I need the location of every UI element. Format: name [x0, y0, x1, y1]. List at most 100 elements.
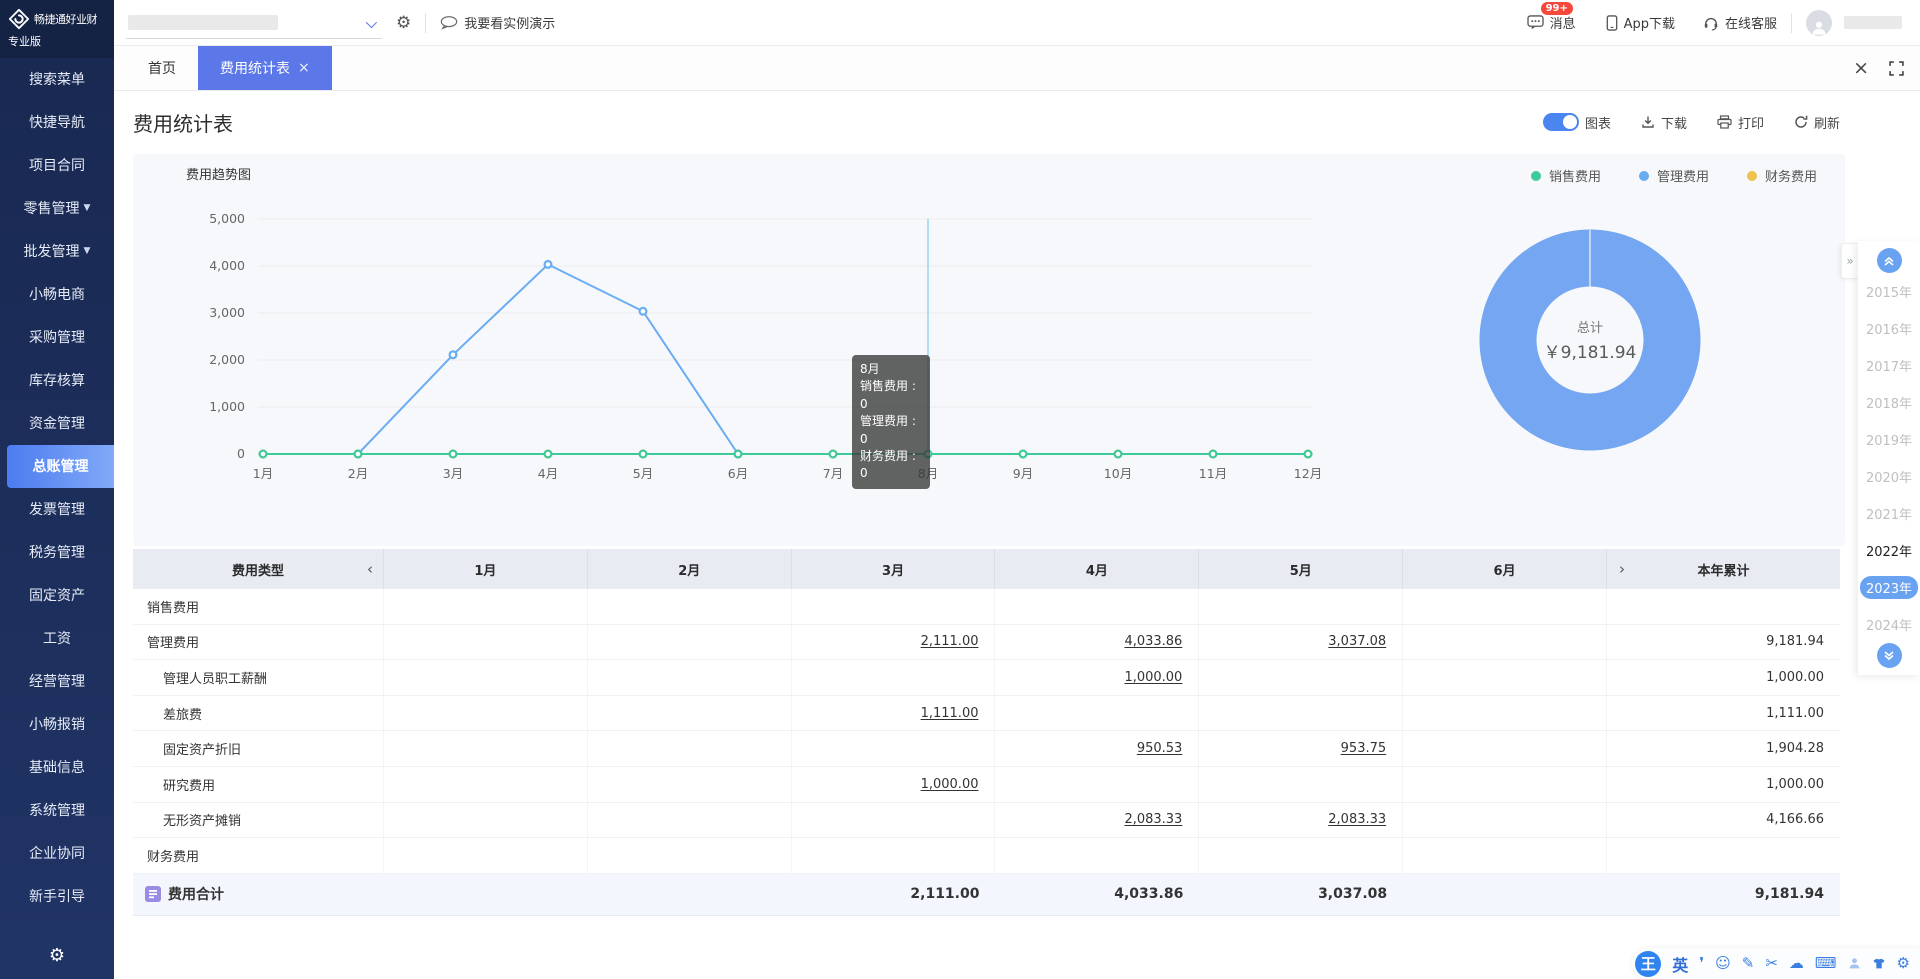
sidebar-item-固定资产[interactable]: 固定资产: [0, 573, 114, 616]
sidebar-item-发票管理[interactable]: 发票管理: [0, 488, 114, 531]
company-select[interactable]: [126, 7, 382, 39]
header-label: 1月: [474, 563, 497, 579]
sidebar-item-经营管理[interactable]: 经营管理: [0, 659, 114, 702]
chart-legend: 销售费用 管理费用 财务费用: [1530, 166, 1817, 185]
svg-text:8月: 8月: [918, 466, 938, 481]
header-label: 费用类型: [231, 563, 284, 579]
print-button[interactable]: 打印: [1717, 113, 1764, 132]
refresh-button[interactable]: 刷新: [1794, 113, 1840, 132]
next-months-chevron-icon[interactable]: ›: [1618, 560, 1625, 578]
chart-toggle-switch[interactable]: [1542, 113, 1579, 131]
cell-value-link[interactable]: 1,000.00: [995, 660, 1200, 695]
cell-empty: [384, 802, 588, 838]
sidebar-item-基础信息[interactable]: 基础信息: [0, 745, 114, 788]
ime-keyboard-icon[interactable]: ⌨: [1814, 954, 1837, 972]
cell-value-link[interactable]: 950.53: [995, 731, 1200, 766]
messages-badge: 99+: [1540, 2, 1573, 15]
expense-donut-chart[interactable]: 总计 ￥9,181.94: [1470, 220, 1710, 460]
divider: [1791, 12, 1792, 33]
ime-person-icon[interactable]: [1848, 957, 1861, 970]
legend-item-管理费用[interactable]: 管理费用: [1638, 166, 1709, 185]
download-button[interactable]: 下载: [1641, 113, 1687, 132]
sidebar-item-库存核算[interactable]: 库存核算: [0, 359, 114, 402]
legend-item-财务费用[interactable]: 财务费用: [1746, 166, 1817, 185]
year-option-2015年[interactable]: 2015年: [1865, 286, 1913, 301]
app-download-button[interactable]: App下载: [1606, 13, 1675, 32]
ime-language-mode[interactable]: 英: [1672, 955, 1689, 975]
year-panel: 2015年 2016年 2017年 2018年 2019年 2020年 2021年 2022年…: [1858, 241, 1920, 675]
fullscreen-icon[interactable]: [1889, 60, 1904, 76]
sidebar-item-label: 库存核算: [29, 373, 85, 390]
cell-value-link[interactable]: 2,083.33: [995, 802, 1200, 838]
sidebar-item-项目合同[interactable]: 项目合同: [0, 144, 114, 187]
donut-center-label: 总计 ￥9,181.94: [1470, 220, 1710, 460]
year-scroll-up-button[interactable]: [1876, 248, 1902, 273]
ime-scissors-icon[interactable]: ✂: [1765, 954, 1778, 972]
header-label: 3月: [882, 563, 905, 579]
sidebar-item-小畅电商[interactable]: 小畅电商: [0, 273, 114, 316]
year-option-2021年[interactable]: 2021年: [1865, 508, 1913, 523]
messages-button[interactable]: 消息 99+: [1526, 2, 1576, 32]
sidebar-item-税务管理[interactable]: 税务管理: [0, 530, 114, 573]
sidebar-item-零售管理[interactable]: 零售管理 ▼: [0, 187, 114, 230]
ime-cloud-icon[interactable]: ☁: [1788, 954, 1804, 972]
cell-value-link[interactable]: 2,111.00: [792, 624, 996, 660]
sidebar-settings-gear-icon[interactable]: ⚙: [48, 944, 66, 966]
sidebar-item-label: 税务管理: [29, 544, 85, 561]
table-header-expense-type: 费用类型 ‹: [133, 549, 384, 589]
sidebar-item-小畅报销[interactable]: 小畅报销: [0, 702, 114, 745]
ime-smiley-icon[interactable]: ☺: [1715, 954, 1731, 972]
cell-value-link[interactable]: 2,083.33: [1199, 802, 1404, 838]
total-cell-value: 3,037.08: [1318, 886, 1388, 903]
cell-value-link[interactable]: 953.75: [1199, 731, 1404, 766]
cell-value-link[interactable]: 1,111.00: [792, 695, 996, 731]
year-option-2023年[interactable]: 2023年: [1859, 576, 1919, 599]
year-option-2024年[interactable]: 2024年: [1865, 619, 1913, 634]
panel-collapse-handle[interactable]: »: [1841, 243, 1858, 279]
messages-label: 消息: [1549, 17, 1576, 32]
ime-pencil-icon[interactable]: ✎: [1741, 954, 1755, 972]
year-option-2022年[interactable]: 2022年: [1865, 545, 1913, 560]
sidebar-item-快捷导航[interactable]: 快捷导航: [0, 101, 114, 144]
sidebar-item-批发管理[interactable]: 批发管理 ▼: [0, 230, 114, 273]
cell-value-link[interactable]: 1,000.00: [792, 766, 996, 802]
legend-item-销售费用[interactable]: 销售费用: [1530, 166, 1601, 185]
ime-shirt-icon[interactable]: [1872, 957, 1886, 970]
year-option-2016年[interactable]: 2016年: [1865, 323, 1913, 338]
tab-费用统计表[interactable]: 费用统计表 ×: [198, 46, 332, 90]
expense-trend-line-chart[interactable]: 0 1,000 2,000 3,000 4,000 5,000 1月 2月 3月 4月 5月 6月 7月…: [133, 154, 1383, 547]
year-option-2020年[interactable]: 2020年: [1865, 471, 1913, 486]
online-service-button[interactable]: 在线客服: [1703, 13, 1777, 32]
close-all-tabs-icon[interactable]: ×: [1853, 57, 1869, 79]
cell-empty: [792, 589, 996, 624]
table-header-year-total: › 本年累计: [1607, 549, 1840, 589]
sidebar-item-label: 新手引导: [29, 888, 85, 905]
sidebar-item-系统管理[interactable]: 系统管理: [0, 788, 114, 831]
sidebar-item-总账管理[interactable]: 总账管理: [7, 444, 114, 488]
year-option-2019年[interactable]: 2019年: [1865, 434, 1913, 449]
cell-value-link[interactable]: 3,037.08: [1199, 624, 1404, 660]
sidebar-item-资金管理[interactable]: 资金管理: [0, 402, 114, 445]
sidebar-item-采购管理[interactable]: 采购管理: [0, 316, 114, 359]
close-tab-icon[interactable]: ×: [298, 60, 310, 76]
svg-text:5,000: 5,000: [209, 211, 245, 226]
sidebar-item-搜索菜单[interactable]: 搜索菜单: [0, 58, 114, 101]
sidebar-item-新手引导[interactable]: 新手引导: [0, 874, 114, 917]
cell-value-link[interactable]: 4,033.86: [995, 624, 1200, 660]
ime-comma-icon[interactable]: ❜: [1699, 954, 1705, 972]
year-scroll-down-button[interactable]: [1876, 643, 1902, 668]
settings-gear-icon[interactable]: ⚙: [396, 12, 412, 33]
tab-首页[interactable]: 首页: [126, 46, 198, 90]
ime-logo-icon[interactable]: 王: [1635, 950, 1662, 977]
user-menu[interactable]: [1806, 9, 1902, 36]
cell-empty: [384, 731, 588, 766]
ime-gear-icon[interactable]: ⚙: [1896, 954, 1910, 972]
sidebar-item-企业协同[interactable]: 企业协同: [0, 831, 114, 874]
chart-toggle[interactable]: 图表: [1542, 113, 1611, 132]
year-option-2017年[interactable]: 2017年: [1865, 360, 1913, 375]
year-option-2018年[interactable]: 2018年: [1865, 397, 1913, 412]
demo-link[interactable]: 我要看实例演示: [440, 13, 555, 32]
prev-months-chevron-icon[interactable]: ‹: [367, 560, 373, 578]
demo-label: 我要看实例演示: [464, 17, 556, 32]
sidebar-item-工资[interactable]: 工资: [0, 616, 114, 659]
